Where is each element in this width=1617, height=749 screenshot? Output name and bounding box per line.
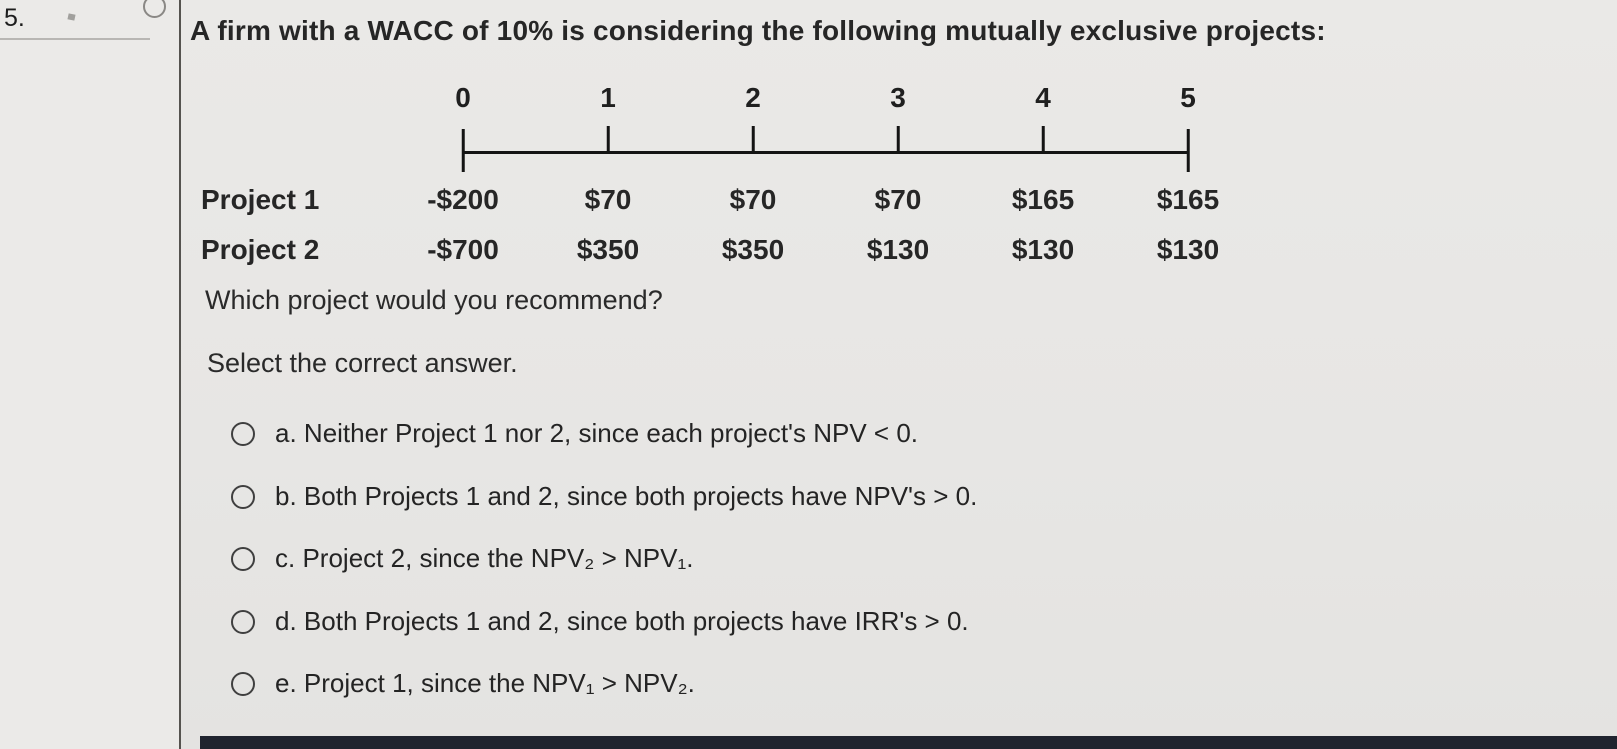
timeline-period-label: 2 xyxy=(745,82,761,113)
answer-option-e[interactable]: e. Project 1, since the NPV₁ > NPV₂. xyxy=(231,668,695,699)
project-label: Project 2 xyxy=(201,234,320,265)
question-number: 5. xyxy=(4,4,25,32)
timeline-period-label: 4 xyxy=(1035,82,1051,113)
cashflow-value: -$200 xyxy=(427,184,499,215)
answer-option-b[interactable]: b. Both Projects 1 and 2, since both pro… xyxy=(231,481,977,512)
cashflow-value: $165 xyxy=(1156,184,1220,215)
option-text: e. Project 1, since the NPV₁ > NPV₂. xyxy=(275,668,695,699)
cashflow-value: $165 xyxy=(1011,184,1075,215)
flag-radio-circle[interactable] xyxy=(143,0,166,18)
option-body: Project 2, since the NPV₂ > NPV₁. xyxy=(302,543,694,573)
option-letter: d. xyxy=(275,606,297,636)
cashflow-value: $350 xyxy=(721,234,785,265)
option-letter: a. xyxy=(275,418,297,448)
cashflow-value: $350 xyxy=(576,234,640,265)
option-text: c. Project 2, since the NPV₂ > NPV₁. xyxy=(275,543,693,574)
option-body: Project 1, since the NPV₁ > NPV₂. xyxy=(303,668,695,698)
option-letter: c. xyxy=(275,543,296,573)
radio-button[interactable] xyxy=(231,671,255,696)
timeline-tick xyxy=(1186,129,1190,172)
cashflow-value: $70 xyxy=(874,184,922,215)
project-label: Project 1 xyxy=(201,184,320,215)
option-text: d. Both Projects 1 and 2, since both pro… xyxy=(275,606,969,637)
bottom-taskbar-edge xyxy=(200,736,1617,749)
option-text: b. Both Projects 1 and 2, since both pro… xyxy=(275,481,977,512)
answer-option-a[interactable]: a. Neither Project 1 nor 2, since each p… xyxy=(231,418,918,449)
answer-option-c[interactable]: c. Project 2, since the NPV₂ > NPV₁. xyxy=(231,543,693,574)
cashflow-value: $130 xyxy=(1156,234,1220,265)
question-title: A firm with a WACC of 10% is considering… xyxy=(190,15,1326,46)
question-list-gutter: 5. xyxy=(0,0,181,749)
timeline-tick xyxy=(606,126,610,152)
small-mark-decoration xyxy=(67,13,76,21)
cashflow-value: $130 xyxy=(1011,234,1075,265)
option-body: Both Projects 1 and 2, since both projec… xyxy=(303,481,978,511)
cashflow-value: $130 xyxy=(866,234,930,265)
cashflow-value: $70 xyxy=(729,184,777,215)
timeline-tick xyxy=(1041,126,1045,152)
timeline-tick xyxy=(896,126,900,152)
question-panel: A firm with a WACC of 10% is considering… xyxy=(183,0,1617,749)
question-number-divider xyxy=(0,38,150,40)
option-body: Both Projects 1 and 2, since both projec… xyxy=(303,606,969,636)
option-letter: b. xyxy=(275,481,297,511)
timeline-axis-line xyxy=(463,151,1188,154)
question-prompt: Which project would you recommend? xyxy=(205,285,663,315)
answer-option-d[interactable]: d. Both Projects 1 and 2, since both pro… xyxy=(231,606,969,637)
timeline-tick xyxy=(461,129,465,172)
option-text: a. Neither Project 1 nor 2, since each p… xyxy=(275,418,918,449)
timeline-period-label: 0 xyxy=(455,82,471,113)
option-letter: e. xyxy=(275,668,297,698)
radio-button[interactable] xyxy=(231,421,255,446)
option-body: Neither Project 1 nor 2, since each proj… xyxy=(303,418,919,448)
cashflow-value: $70 xyxy=(584,184,632,215)
answer-instruction: Select the correct answer. xyxy=(207,348,518,378)
timeline-period-label: 1 xyxy=(600,82,616,113)
cashflow-value: -$700 xyxy=(427,234,499,265)
timeline-tick xyxy=(751,126,755,152)
radio-button[interactable] xyxy=(231,609,255,634)
timeline-period-label: 5 xyxy=(1180,82,1196,113)
timeline-period-label: 3 xyxy=(890,82,906,113)
radio-button[interactable] xyxy=(231,484,255,509)
radio-button[interactable] xyxy=(231,546,255,571)
